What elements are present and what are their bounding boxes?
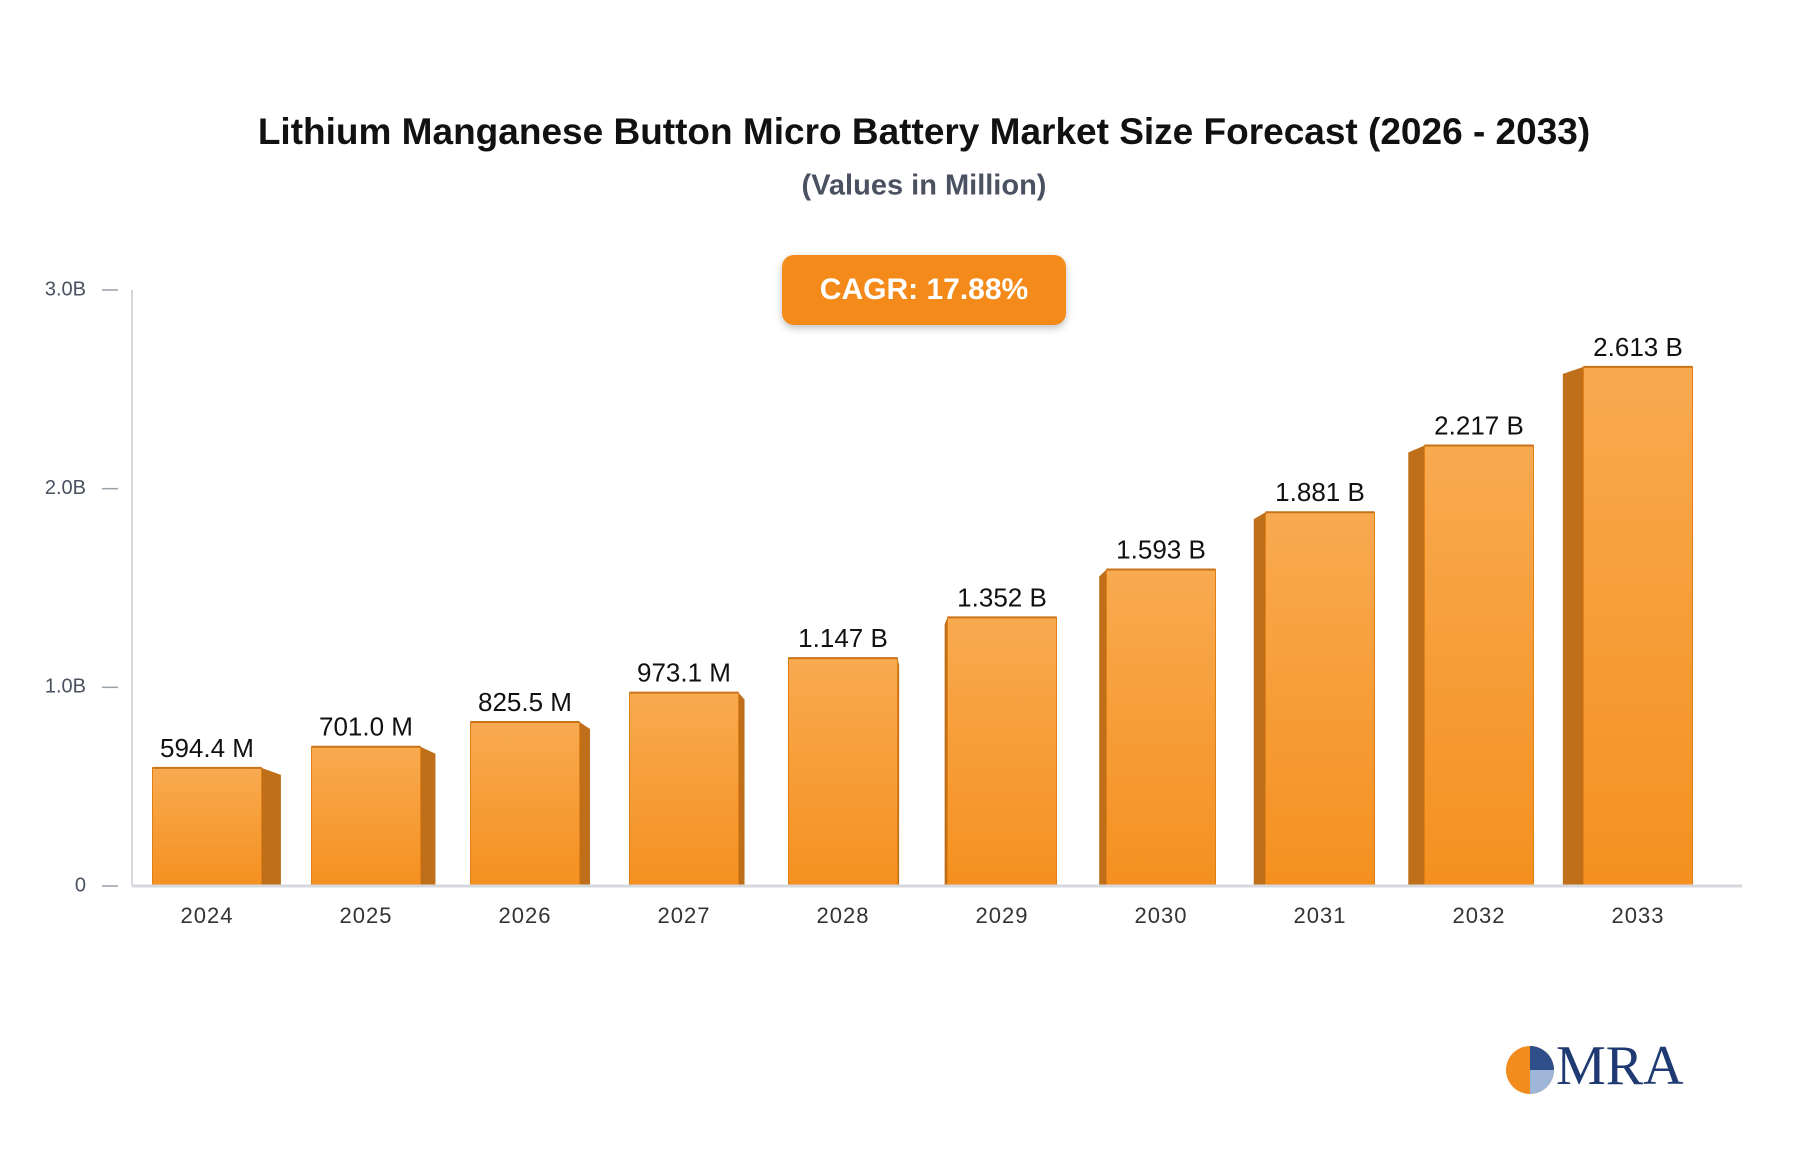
bar bbox=[1106, 569, 1216, 887]
bar-side bbox=[1253, 512, 1266, 886]
value-label: 1.593 B bbox=[1116, 534, 1206, 564]
value-label: 1.147 B bbox=[798, 623, 888, 653]
chart-title: Lithium Manganese Button Micro Battery M… bbox=[258, 111, 1590, 152]
value-label: 701.0 M bbox=[319, 712, 413, 742]
bar bbox=[152, 767, 262, 887]
bar bbox=[629, 692, 739, 887]
value-label: 1.352 B bbox=[957, 582, 1047, 612]
bar bbox=[1424, 445, 1534, 887]
value-label: 594.4 M bbox=[160, 733, 254, 763]
x-tick-label: 2030 bbox=[1135, 903, 1188, 928]
cagr-badge: CAGR: 17.88% bbox=[782, 255, 1066, 325]
bar-side bbox=[1099, 569, 1107, 886]
x-tick-label: 2025 bbox=[340, 903, 393, 928]
cagr-box bbox=[782, 255, 1066, 325]
x-tick-label: 2033 bbox=[1612, 903, 1665, 928]
y-tick-label: 0 bbox=[75, 874, 86, 896]
x-tick-label: 2029 bbox=[976, 903, 1029, 928]
y-tick-label: 1.0B bbox=[45, 676, 86, 698]
x-tick-label: 2028 bbox=[817, 903, 870, 928]
x-tick-label: 2024 bbox=[181, 903, 234, 928]
bar bbox=[311, 746, 421, 887]
logo-slice bbox=[1530, 1046, 1554, 1070]
value-label: 825.5 M bbox=[478, 687, 572, 717]
value-label: 2.217 B bbox=[1434, 410, 1524, 440]
y-tick-label: 2.0B bbox=[45, 477, 86, 499]
bar-side bbox=[1408, 445, 1425, 886]
cagr-text: CAGR: 17.88% bbox=[820, 273, 1028, 306]
bar-side bbox=[261, 767, 281, 886]
x-tick-label: 2032 bbox=[1453, 903, 1506, 928]
bar bbox=[947, 616, 1057, 887]
x-tick-label: 2026 bbox=[499, 903, 552, 928]
x-tick-label: 2027 bbox=[658, 903, 711, 928]
value-label: 973.1 M bbox=[637, 658, 731, 688]
value-label: 2.613 B bbox=[1593, 332, 1683, 362]
x-tick-label: 2031 bbox=[1294, 903, 1347, 928]
bar-side bbox=[1562, 366, 1584, 886]
logo-text: MRA bbox=[1556, 1035, 1684, 1097]
bar bbox=[788, 657, 898, 887]
bar-side bbox=[944, 617, 948, 886]
value-label: 1.881 B bbox=[1275, 477, 1365, 507]
chart-subtitle: (Values in Million) bbox=[802, 170, 1047, 202]
bar-side bbox=[738, 692, 745, 886]
bar-side bbox=[420, 746, 436, 886]
bar bbox=[470, 721, 580, 887]
logo-slice bbox=[1530, 1070, 1554, 1094]
y-tick-label: 3.0B bbox=[45, 278, 86, 300]
bar bbox=[1583, 366, 1693, 887]
logo: MRA bbox=[1506, 1035, 1684, 1097]
bar bbox=[1265, 511, 1375, 887]
bar-side bbox=[579, 722, 590, 886]
